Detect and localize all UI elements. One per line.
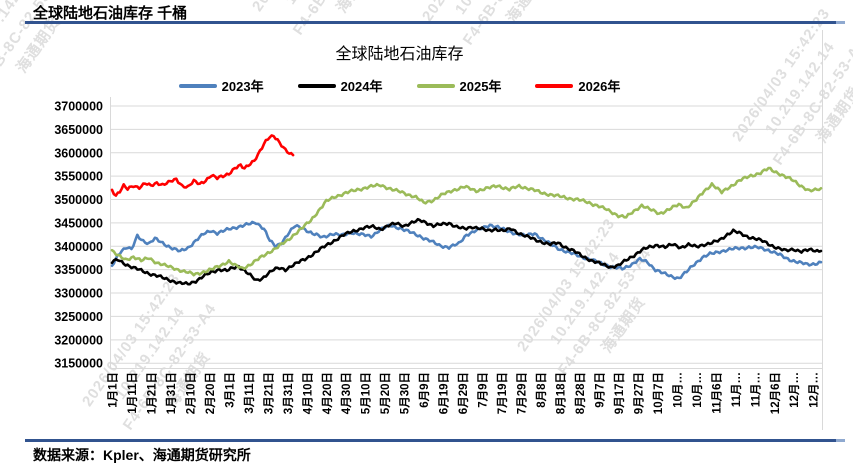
x-axis-tick-label: 8月8日 [535, 372, 548, 408]
y-axis-tick-label: 3450000 [54, 216, 103, 230]
y-axis-tick-label: 3350000 [54, 263, 103, 277]
x-axis-tick-label: 1月11日 [126, 372, 139, 414]
x-axis-tick-label: 11月… [730, 372, 743, 407]
series-line-2024年 [110, 217, 823, 286]
x-axis-tick-label: 5月20日 [379, 372, 392, 414]
top-divider-rule [25, 21, 838, 24]
x-axis-tick-label: 10月7日 [652, 372, 665, 414]
y-axis-tick-label: 3550000 [54, 170, 103, 184]
x-axis-tick-label: 10月… [691, 372, 704, 408]
bottom-divider-rule [25, 439, 838, 442]
x-axis-tick-label: 2月10日 [184, 372, 197, 414]
x-axis-tick-label: 8月28日 [574, 372, 587, 414]
x-axis-tick-label: 3月31日 [282, 372, 295, 414]
legend-item-2024年: 2024年 [297, 76, 383, 95]
x-axis-tick-label: 12月… [808, 372, 821, 408]
y-axis-tick-label: 3400000 [54, 240, 103, 254]
x-axis-tick-label: 11月6日 [710, 372, 723, 414]
y-axis-tick-label: 3200000 [54, 333, 103, 347]
data-source-note: 数据来源：Kpler、海通期货研究所 [33, 447, 251, 463]
y-axis-tick-label: 3600000 [54, 146, 103, 160]
x-axis-tick-label: 3月11日 [243, 372, 256, 414]
x-axis-tick-label: 9月7日 [593, 372, 606, 408]
legend-item-2026年: 2026年 [535, 76, 620, 95]
x-axis-tick-label: 12月… [788, 372, 801, 408]
y-axis-tick-label: 3150000 [54, 357, 103, 371]
bottom-divider-rule-cap [836, 439, 845, 442]
legend-line-swatch [535, 83, 574, 88]
series-line-2025年 [110, 166, 823, 277]
y-axis-tick-label: 3250000 [54, 310, 103, 324]
y-axis-tick-label: 3650000 [54, 123, 103, 137]
legend-item-2025年: 2025年 [416, 76, 502, 95]
x-axis-tick-label: 9月27日 [632, 372, 645, 414]
legend-line-swatch [297, 83, 336, 88]
series-line-2026年 [110, 134, 295, 197]
chart-title: 全球陆地石油库存 [335, 46, 464, 63]
document-title: 全球陆地石油库存 千桶 [33, 5, 188, 22]
y-axis-tick-label: 3700000 [54, 100, 103, 114]
legend-label: 2025年 [459, 79, 502, 94]
x-axis-tick-label: 7月19日 [496, 372, 509, 414]
x-axis-tick-label: 5月30日 [399, 372, 412, 414]
x-axis-tick-label: 6月9日 [418, 372, 431, 408]
series-line-2023年 [110, 220, 823, 281]
x-axis-tick-label: 1月21日 [145, 372, 158, 414]
x-axis-tick-label: 6月29日 [457, 372, 470, 414]
x-axis-tick-label: 9月17日 [613, 372, 626, 414]
chart-legend: 2023年 2024年 2025年 2026年 [0, 76, 826, 95]
x-axis-tick-label: 8月18日 [554, 372, 567, 414]
x-axis-tick-label: 11月… [749, 372, 762, 407]
x-axis-tick-label: 1月31日 [165, 372, 178, 414]
x-axis-tick-label: 3月1日 [223, 372, 236, 408]
x-axis-tick-label: 10月… [671, 372, 684, 408]
y-axis-tick-label: 3500000 [54, 193, 103, 207]
x-axis-tick-label: 5月10日 [360, 372, 373, 414]
x-axis-tick-label: 7月9日 [477, 372, 490, 408]
x-axis-tick-label: 4月10日 [301, 372, 314, 414]
x-axis-tick-label: 2月20日 [204, 372, 217, 414]
legend-label: 2023年 [221, 79, 264, 94]
x-axis-tick-label: 3月21日 [262, 372, 275, 414]
x-axis-tick-label: 1月1日 [107, 372, 120, 408]
top-divider-rule-cap [836, 21, 845, 24]
x-axis-tick-label: 12月6日 [769, 372, 782, 414]
y-axis-tick-label: 3300000 [54, 287, 103, 301]
x-axis-tick-label: 6月19日 [438, 372, 451, 414]
x-axis-tick-label: 7月29日 [516, 372, 529, 414]
x-axis-tick-label: 4月20日 [321, 372, 334, 414]
legend-label: 2026年 [578, 79, 621, 94]
legend-line-swatch [178, 83, 217, 88]
legend-item-2023年: 2023年 [178, 76, 264, 95]
x-axis-tick-label: 4月30日 [340, 372, 353, 414]
legend-label: 2024年 [340, 79, 383, 94]
legend-line-swatch [416, 83, 455, 88]
